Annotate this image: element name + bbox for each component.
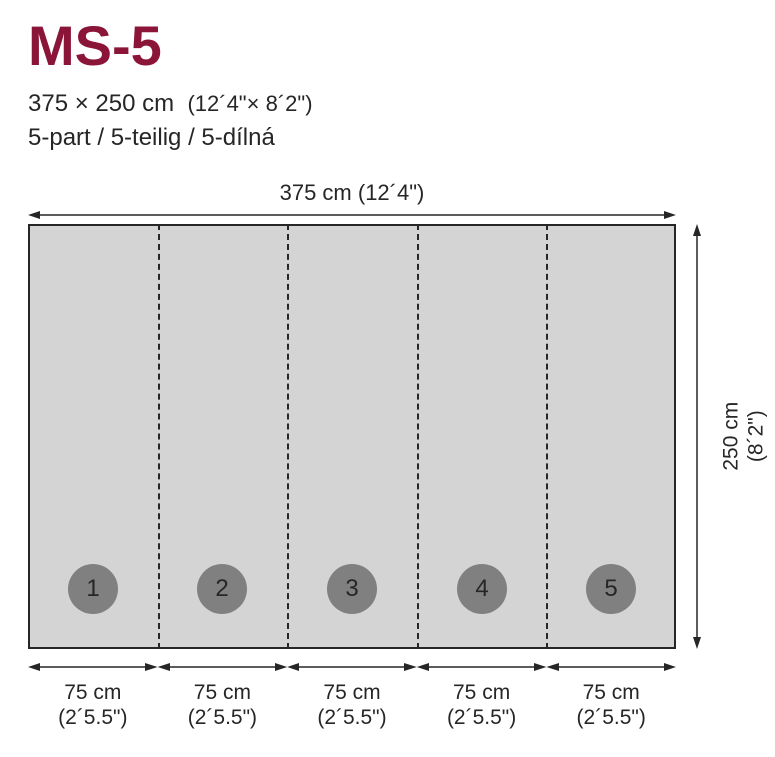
panel-divider-4 <box>546 224 548 649</box>
panel-badge-2: 2 <box>197 564 247 614</box>
badge-num: 1 <box>86 575 99 603</box>
panel-imp: (2´5.5") <box>317 706 386 729</box>
panel-badge-1: 1 <box>68 564 118 614</box>
panel-imp: (2´5.5") <box>577 706 646 729</box>
right-height-label: 250 cm (8´2") <box>718 224 768 649</box>
panel-width-label-3: 75 cm (2´5.5") <box>287 680 417 730</box>
panel-divider-2 <box>287 224 289 649</box>
product-title: MS-5 <box>28 18 313 74</box>
right-height-arrow <box>690 224 710 649</box>
right-height-imperial: (8´2") <box>744 411 767 463</box>
panel-divider-3 <box>417 224 419 649</box>
panel-cm: 75 cm <box>583 681 640 704</box>
dim-imperial: (12´4"× 8´2") <box>187 91 312 116</box>
header-block: MS-5 375 × 250 cm (12´4"× 8´2") 5-part /… <box>28 18 313 152</box>
panel-width-label-5: 75 cm (2´5.5") <box>546 680 676 730</box>
dim-metric: 375 × 250 cm <box>28 90 174 117</box>
panel-cm: 75 cm <box>323 681 380 704</box>
panel-cm: 75 cm <box>64 681 121 704</box>
right-height-metric: 250 cm <box>719 402 742 471</box>
panel-width-label-4: 75 cm (2´5.5") <box>417 680 547 730</box>
panel-imp: (2´5.5") <box>447 706 516 729</box>
parts-line: 5-part / 5-teilig / 5-dílná <box>28 124 313 152</box>
panel-badge-4: 4 <box>457 564 507 614</box>
badge-num: 4 <box>475 575 488 603</box>
panel-cm: 75 cm <box>194 681 251 704</box>
badge-num: 5 <box>604 575 617 603</box>
badge-num: 2 <box>215 575 228 603</box>
bottom-labels: 75 cm (2´5.5") 75 cm (2´5.5") 75 cm (2´5… <box>28 680 676 740</box>
panel-divider-1 <box>158 224 160 649</box>
panel-imp: (2´5.5") <box>188 706 257 729</box>
panel-cm: 75 cm <box>453 681 510 704</box>
panel-width-label-1: 75 cm (2´5.5") <box>28 680 158 730</box>
panel-diagram: 1 2 3 4 5 <box>28 224 676 649</box>
dimensions-line: 375 × 250 cm (12´4"× 8´2") <box>28 90 313 118</box>
panel-badge-5: 5 <box>586 564 636 614</box>
panel-imp: (2´5.5") <box>58 706 127 729</box>
badge-num: 3 <box>345 575 358 603</box>
panel-width-label-2: 75 cm (2´5.5") <box>158 680 288 730</box>
top-width-label: 375 cm (12´4") <box>28 180 676 206</box>
panel-badge-3: 3 <box>327 564 377 614</box>
bottom-arrows <box>28 660 676 674</box>
